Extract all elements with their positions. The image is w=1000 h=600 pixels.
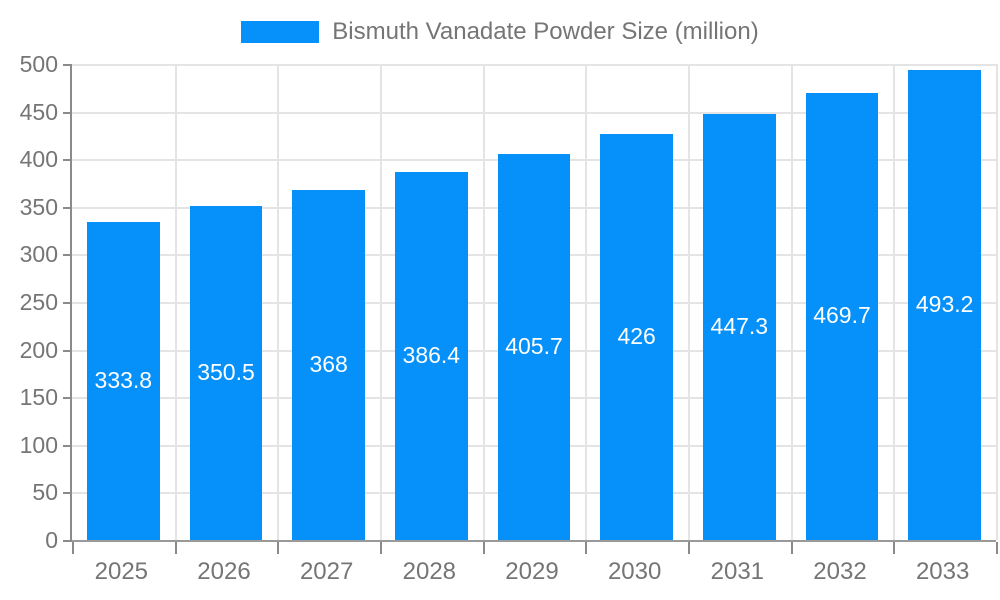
x-axis-tick [996,542,998,554]
x-axis-tick [790,542,793,554]
bar[interactable]: 405.7 [497,153,571,540]
bar[interactable]: 426 [600,134,674,540]
y-axis-label: 350 [19,193,58,220]
y-axis-tick [63,302,72,304]
x-axis-tick [585,542,588,554]
y-axis-tick [63,397,72,400]
x-axis-tick [277,542,280,554]
y-axis-tick [63,540,72,542]
bar[interactable]: 333.8 [86,222,160,540]
gridline-vertical [380,64,382,540]
x-axis-label: 2028 [402,558,457,585]
y-axis-tick [63,64,72,66]
bar-value-label: 447.3 [710,313,769,340]
x-axis-tick [893,542,896,554]
bar-value-label: 493.2 [915,291,974,318]
x-axis-label: 2025 [94,558,149,585]
y-axis-tick [63,444,72,447]
y-axis-label: 150 [19,384,58,411]
y-axis-label: 300 [19,241,58,268]
gridline-vertical [585,64,588,540]
gridline-horizontal [72,64,996,66]
bar-value-label: 333.8 [94,367,153,394]
gridline-vertical [174,64,177,540]
x-axis-label: 2032 [813,558,867,585]
bar[interactable]: 350.5 [189,206,263,540]
x-axis-label: 2033 [915,558,970,585]
y-axis-label: 250 [19,289,58,315]
x-axis-label: 2030 [607,558,662,585]
x-axis-label: 2026 [197,558,251,585]
bar-value-label: 426 [617,323,656,350]
x-axis-tick [174,542,177,554]
x-axis-tick [380,542,382,554]
bar-value-label: 350.5 [197,359,255,386]
gridline-vertical [277,64,280,540]
y-axis-tick [63,159,72,162]
y-axis-label: 400 [19,146,58,173]
bar-value-label: 469.7 [813,302,871,329]
y-axis-label: 50 [32,479,58,506]
x-axis-label: 2031 [710,558,765,585]
legend-swatch [241,21,320,43]
x-axis-tick [482,542,485,554]
gridline-vertical [482,64,485,540]
y-axis-label: 0 [45,527,58,553]
bar[interactable]: 386.4 [394,172,468,540]
bar[interactable]: 493.2 [908,70,982,540]
bar-value-label: 405.7 [505,332,563,359]
gridline-vertical [893,64,896,540]
y-axis-tick [63,254,72,257]
x-axis-label: 2029 [505,558,559,585]
y-axis-label: 100 [19,431,58,458]
y-axis-tick [63,492,72,495]
x-axis-label: 2027 [299,558,354,585]
y-axis-tick [63,111,72,114]
gridline-vertical [790,64,793,540]
gridline-horizontal [72,111,996,114]
bar[interactable]: 447.3 [702,114,776,540]
legend-label: Bismuth Vanadate Powder Size (million) [332,18,759,45]
x-axis-tick [688,542,690,554]
legend-item[interactable]: Bismuth Vanadate Powder Size (million) [0,18,1000,46]
bar-value-label: 368 [309,350,348,377]
y-axis-label: 500 [19,51,58,77]
gridline-vertical [996,64,998,540]
bar[interactable]: 368 [292,189,366,540]
gridline-vertical [688,64,690,540]
bar[interactable]: 469.7 [805,92,879,540]
x-axis-tick [72,542,74,554]
y-axis-tick [63,206,72,209]
y-axis-label: 450 [19,98,58,125]
y-axis-tick [63,349,72,352]
y-axis-label: 200 [19,336,58,363]
plot-area: 333.8 350.5 368 386.4 405.7 426 447.3 469.7 493.… [63,64,998,554]
bar-value-label: 386.4 [402,342,461,369]
